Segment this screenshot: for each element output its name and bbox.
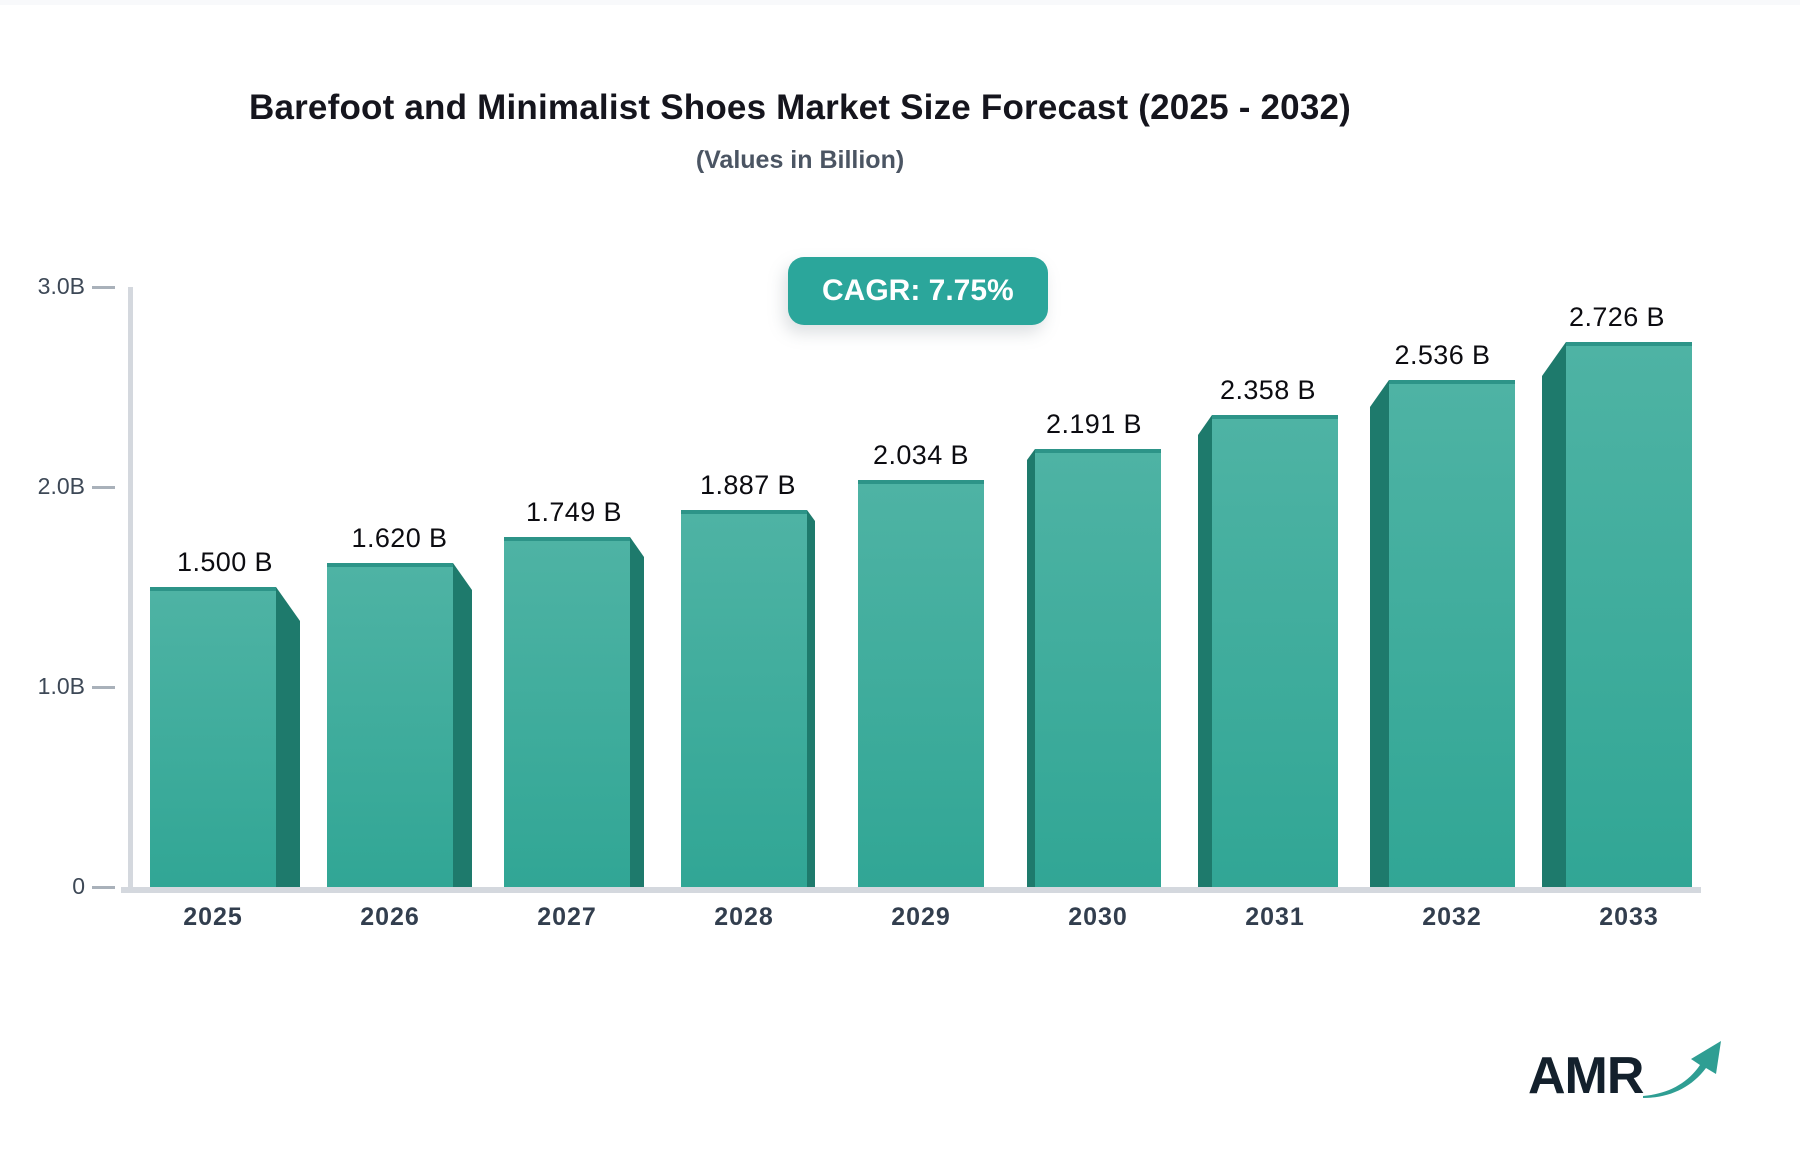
- bar-value-label: 2.191 B: [1046, 409, 1142, 439]
- bar-2027: [504, 537, 630, 887]
- bar-side-2027: [630, 537, 644, 887]
- bar-side-2033: [1542, 342, 1566, 887]
- x-axis-line: [121, 887, 1701, 893]
- y-tick-mark: [92, 886, 115, 889]
- x-tick-label: 2029: [891, 903, 951, 931]
- x-tick-label: 2030: [1068, 903, 1128, 931]
- amr-logo-text: AMR: [1528, 1047, 1644, 1105]
- bar-side-2025: [276, 587, 300, 887]
- bar-value-label: 1.620 B: [351, 523, 448, 553]
- chart-title: Barefoot and Minimalist Shoes Market Siz…: [248, 88, 1352, 127]
- y-tick-label: 1.0B: [37, 673, 85, 699]
- bar-2025: [150, 587, 276, 887]
- y-tick-label: 3.0B: [37, 273, 85, 299]
- x-tick-label: 2032: [1422, 903, 1482, 931]
- x-tick-label: 2026: [360, 903, 420, 931]
- bar-2030: [1035, 449, 1161, 887]
- x-tick-label: 2027: [537, 903, 597, 931]
- bar-value-label: 2.536 B: [1394, 340, 1491, 370]
- bar-side-2032: [1370, 380, 1389, 887]
- y-tick-mark: [92, 286, 115, 289]
- bar-value-label: 2.726 B: [1569, 302, 1665, 332]
- bar-2026: [327, 563, 453, 887]
- growth-arrow-icon: [1643, 1041, 1722, 1098]
- bar-2031: [1212, 415, 1338, 887]
- bar-side-2030: [1027, 449, 1035, 887]
- y-tick-mark: [92, 486, 115, 489]
- bar-2033: [1566, 342, 1692, 887]
- x-tick-label: 2025: [183, 903, 243, 931]
- y-tick-mark: [92, 686, 115, 689]
- top-border-strip: [0, 0, 1800, 5]
- bar-2029: [858, 480, 984, 887]
- y-tick-label: 0: [72, 873, 85, 899]
- bar-2028: [681, 510, 807, 887]
- x-tick-label: 2031: [1245, 903, 1305, 931]
- bar-2032: [1389, 380, 1515, 887]
- x-tick-label: 2028: [714, 903, 774, 931]
- bar-value-label: 2.358 B: [1220, 375, 1316, 405]
- bar-value-label: 1.500 B: [177, 547, 273, 577]
- bar-side-2026: [453, 563, 472, 887]
- bar-side-2031: [1198, 415, 1212, 887]
- amr-logo: AMR: [1528, 1038, 1725, 1102]
- bar-side-2028: [807, 510, 815, 887]
- bar-value-label: 1.749 B: [526, 497, 622, 527]
- x-tick-label: 2033: [1599, 903, 1659, 931]
- bar-value-label: 2.034 B: [873, 440, 969, 470]
- cagr-badge: CAGR: 7.75%: [788, 257, 1048, 325]
- y-tick-label: 2.0B: [37, 473, 85, 499]
- bar-value-label: 1.887 B: [700, 470, 796, 500]
- chart-subtitle: (Values in Billion): [695, 146, 905, 174]
- y-axis-line: [128, 287, 133, 888]
